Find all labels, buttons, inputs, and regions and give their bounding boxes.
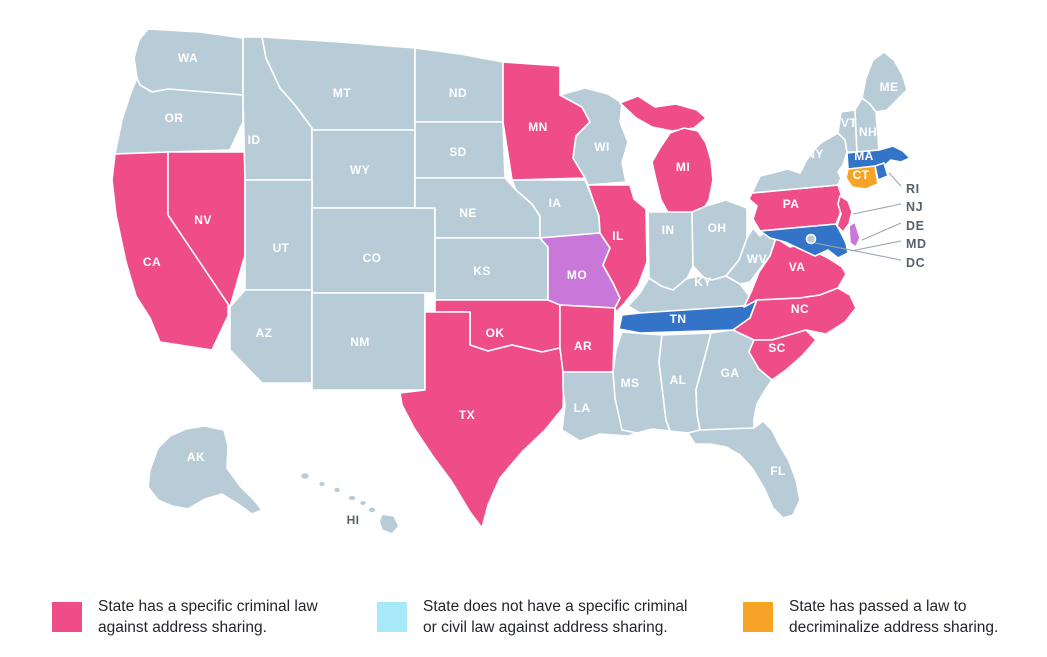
legend-line: decriminalize address sharing. [789,619,999,636]
state-dc [805,233,817,245]
state-ut [244,179,313,291]
state-hi-island-5 [358,499,368,507]
legend-line: State has a specific criminal law [98,598,318,615]
state-il [587,184,648,313]
state-me [861,51,908,113]
legend-line: against address sharing. [98,619,267,636]
state-mi-upper [619,95,707,132]
callout-label-ri: RI [906,182,920,196]
state-co [311,207,436,294]
legend-text-decriminalized: State has passed a law to decriminalize … [789,596,998,638]
callout-line-md [850,240,902,252]
state-sd [414,121,506,179]
state-de [848,221,861,248]
callout-label-dc: DC [906,256,925,270]
state-hi-island-6 [367,506,377,514]
legend-swatch-cyan [377,602,407,632]
state-hi-island-4 [347,494,357,502]
legend-swatch-pink [52,602,82,632]
callout-line-nj [852,203,902,215]
state-nc [732,287,857,341]
legend-item-decriminalized: State has passed a law to decriminalize … [743,596,998,638]
state-wy [311,129,416,209]
legend-line: or civil law against address sharing. [423,619,668,636]
callout-lines [814,172,902,261]
state-tx [399,311,565,529]
state-label-hi: HI [347,513,360,527]
legend-item-no-law: State does not have a specific criminal … [377,596,688,638]
state-nj [836,195,853,233]
callout-labels: RI NJ DE MD DC [906,182,927,270]
callout-label-md: MD [906,237,927,251]
legend-text-criminal-law: State has a specific criminal law agains… [98,596,318,638]
state-wi [559,87,629,186]
state-nm [311,292,426,391]
state-ar [559,304,616,373]
legend: State has a specific criminal law agains… [0,596,1047,657]
state-mi [651,127,714,217]
callout-line-ri [888,172,902,187]
legend-line: State has passed a law to [789,598,967,615]
state-wa [133,28,244,96]
state-hi-island-2 [317,480,327,488]
state-ct [845,165,879,190]
callout-label-nj: NJ [906,200,923,214]
state-hi-island-3 [332,486,342,494]
state-nd [414,47,504,123]
legend-text-no-law: State does not have a specific criminal … [423,596,688,638]
state-ny [751,132,848,194]
state-sc [748,329,817,381]
legend-item-criminal-law: State has a specific criminal law agains… [52,596,318,638]
state-hi-big-island [378,513,400,535]
state-hi-island-1 [299,471,311,481]
state-az [229,289,313,384]
state-fl [687,420,801,519]
state-mt [261,36,416,131]
state-ri [874,162,889,181]
callout-line-dc [814,242,902,261]
state-ks [434,237,549,301]
callout-line-de [861,222,902,241]
legend-swatch-orange [743,602,773,632]
state-ak [147,425,263,515]
states-layer [111,28,911,535]
state-md [759,223,849,259]
state-nv [167,151,246,308]
legend-line: State does not have a specific criminal [423,598,688,615]
callout-label-de: DE [906,219,925,233]
